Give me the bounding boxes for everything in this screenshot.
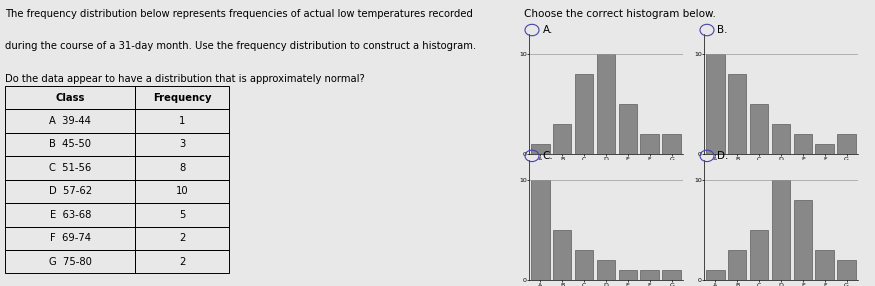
Text: F  69-74: F 69-74 — [50, 233, 91, 243]
Text: Frequency: Frequency — [153, 93, 212, 102]
Bar — [750, 104, 768, 154]
Bar — [706, 54, 724, 154]
Bar — [837, 260, 856, 280]
Text: A.: A. — [542, 25, 553, 35]
Text: The frequency distribution below represents frequencies of actual low temperatur: The frequency distribution below represe… — [5, 9, 473, 19]
Bar — [619, 104, 637, 154]
Text: B  45-50: B 45-50 — [49, 140, 91, 149]
Text: B.: B. — [718, 25, 728, 35]
Bar — [837, 134, 856, 154]
Bar — [575, 74, 593, 154]
Bar — [794, 134, 812, 154]
Bar — [728, 74, 746, 154]
Bar — [619, 270, 637, 280]
Text: Do the data appear to have a distribution that is approximately normal?: Do the data appear to have a distributio… — [5, 74, 365, 84]
Text: Choose the correct histogram below.: Choose the correct histogram below. — [524, 9, 716, 19]
Text: 2: 2 — [179, 257, 186, 267]
Bar — [575, 250, 593, 280]
Bar — [772, 180, 790, 280]
Bar — [750, 230, 768, 280]
Bar — [772, 124, 790, 154]
Bar — [640, 270, 659, 280]
Bar — [531, 144, 550, 154]
Bar — [794, 200, 812, 280]
Text: C.: C. — [542, 151, 553, 161]
Text: A  39-44: A 39-44 — [49, 116, 91, 126]
Bar — [640, 134, 659, 154]
Text: 3: 3 — [179, 140, 186, 149]
Text: C  51-56: C 51-56 — [49, 163, 91, 173]
Text: Class: Class — [56, 93, 85, 102]
Text: E  63-68: E 63-68 — [50, 210, 91, 220]
Text: 5: 5 — [179, 210, 186, 220]
Bar — [531, 180, 550, 280]
Bar — [553, 124, 571, 154]
Bar — [553, 230, 571, 280]
Text: D.: D. — [718, 151, 729, 161]
Bar — [706, 270, 724, 280]
Text: 8: 8 — [179, 163, 186, 173]
Bar — [597, 260, 615, 280]
Text: during the course of a 31-day month. Use the frequency distribution to construct: during the course of a 31-day month. Use… — [5, 41, 476, 51]
Bar — [662, 270, 681, 280]
Bar — [816, 144, 834, 154]
Bar — [662, 134, 681, 154]
Bar — [597, 54, 615, 154]
Text: 10: 10 — [176, 186, 188, 196]
Text: G  75-80: G 75-80 — [49, 257, 92, 267]
Text: D  57-62: D 57-62 — [49, 186, 92, 196]
Bar — [816, 250, 834, 280]
Text: 1: 1 — [179, 116, 186, 126]
Text: 2: 2 — [179, 233, 186, 243]
Bar — [728, 250, 746, 280]
